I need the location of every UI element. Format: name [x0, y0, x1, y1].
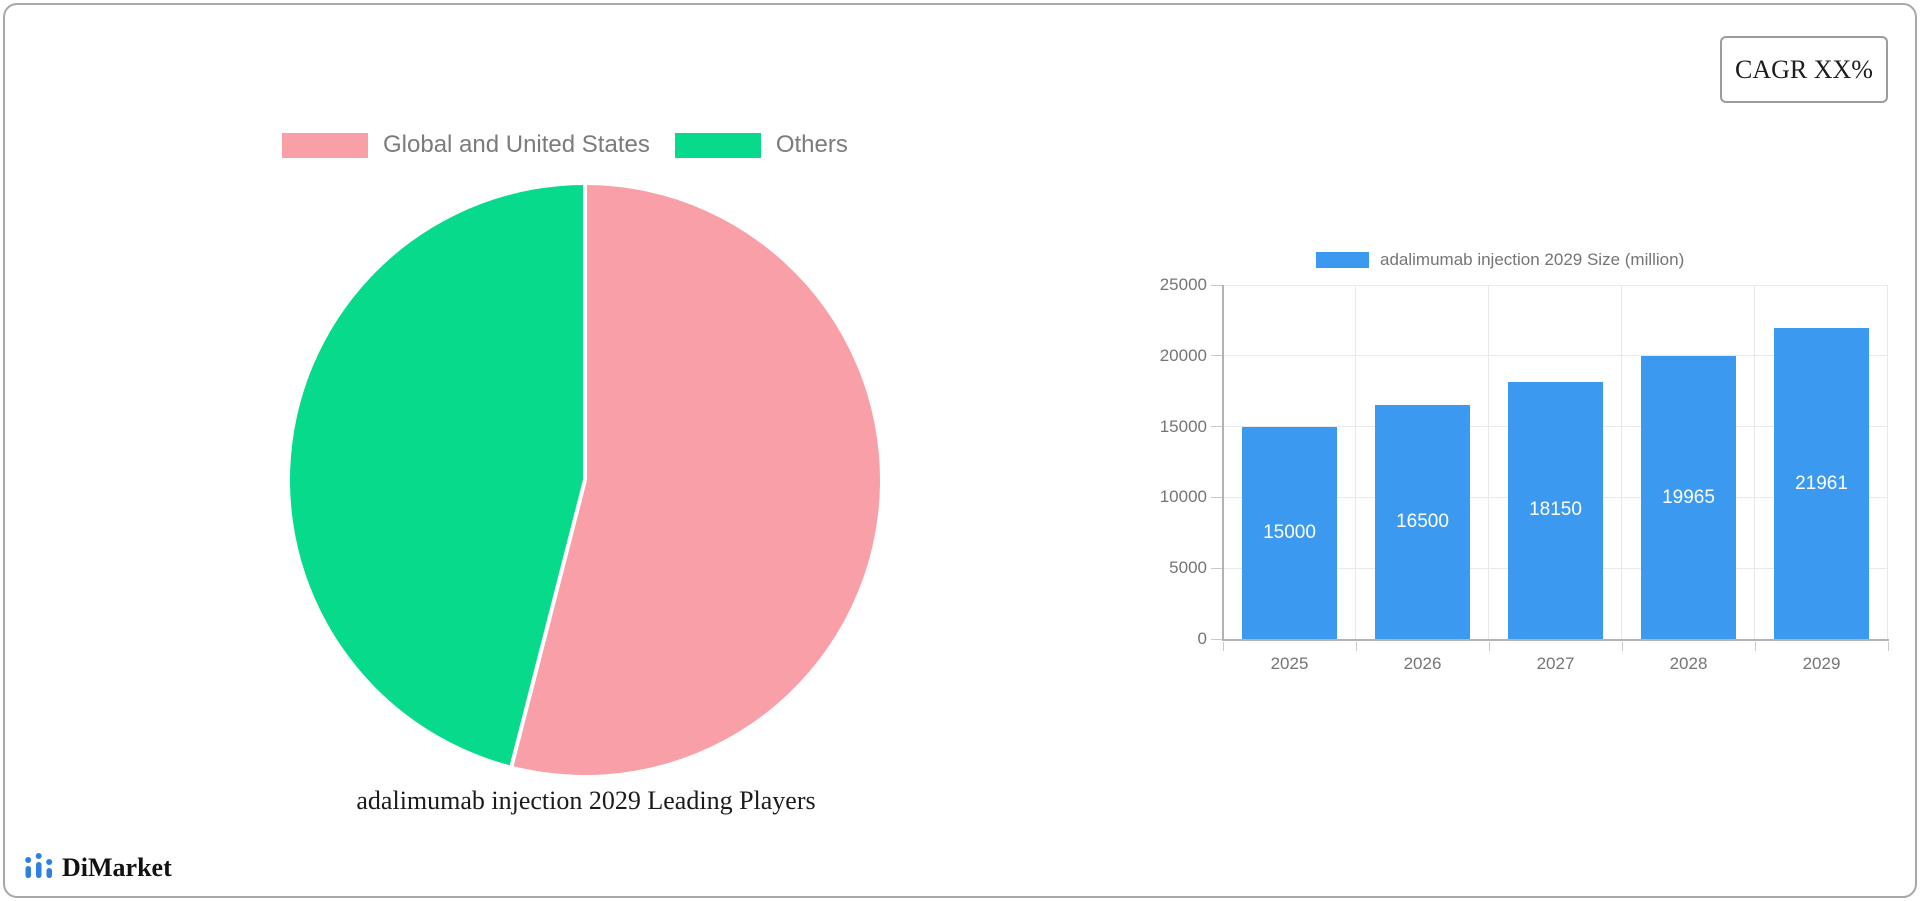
y-axis-line: [1222, 285, 1224, 641]
bar-2025: [1242, 426, 1337, 639]
pie-legend-swatch-others: [674, 132, 761, 158]
x-axis-line: [1222, 639, 1889, 641]
pie-chart-title: adalimumab injection 2029 Leading Player…: [356, 786, 816, 815]
x-tick-3: [1622, 642, 1623, 651]
bar-value-2025: 15000: [1263, 521, 1316, 543]
y-tick-label-25000: 25000: [1159, 275, 1207, 294]
pie-legend-item-others[interactable]: Others: [674, 131, 848, 159]
gridline-v-4: [1754, 285, 1755, 639]
bar-chart: 15000 16500 18150 19965 21961 0 5000 10000 1500…: [1143, 275, 1903, 705]
bar-value-2027: 18150: [1529, 499, 1582, 521]
pie-slice-0: [511, 185, 881, 775]
bar-value-2028: 19965: [1662, 486, 1715, 508]
y-tick-label-0: 0: [1197, 629, 1207, 648]
bar-value-2026: 16500: [1396, 511, 1449, 533]
pie-slice-separator-1: [509, 479, 587, 767]
x-axis-label-2026: 2026: [1403, 654, 1442, 673]
bar-value-2029: 21961: [1795, 472, 1848, 494]
x-tick-4: [1755, 642, 1756, 651]
x-tick-2: [1489, 642, 1490, 651]
gridline-25000: [1223, 284, 1888, 286]
dimarket-logo-text: DiMarket: [62, 853, 172, 882]
pie-chart: [289, 184, 881, 776]
gridline-v-1: [1355, 285, 1356, 639]
bar-2027: [1508, 381, 1603, 639]
y-tick-0: [1211, 638, 1223, 640]
pie-legend-swatch-global: [282, 132, 368, 158]
y-tick-5000: [1211, 567, 1223, 569]
pie-slice-1: [290, 185, 585, 766]
gridline-v-3: [1621, 285, 1622, 639]
cagr-box: CAGR XX%: [1720, 36, 1888, 103]
x-tick-5: [1888, 642, 1889, 651]
cagr-label: CAGR XX%: [1735, 54, 1873, 84]
x-tick-1: [1356, 642, 1357, 651]
bar-chart-plot: 15000 16500 18150 19965 21961: [1223, 284, 1888, 639]
pie-legend: Global and United States Others: [282, 131, 848, 159]
x-axis-label-2029: 2029: [1802, 654, 1841, 673]
y-tick-15000: [1211, 426, 1223, 428]
y-tick-label-20000: 20000: [1159, 345, 1207, 365]
pie-chart-svg: [290, 185, 881, 775]
y-tick-25000: [1211, 284, 1223, 286]
y-tick-20000: [1211, 355, 1223, 357]
pie-legend-label-others: Others: [775, 131, 848, 158]
pie-legend-item-global[interactable]: Global and United States: [282, 131, 650, 159]
x-axis-label-2028: 2028: [1669, 654, 1708, 673]
y-tick-10000: [1211, 496, 1223, 498]
x-axis-label-2025: 2025: [1270, 654, 1309, 673]
y-tick-label-10000: 10000: [1159, 487, 1207, 507]
bar-2028: [1641, 356, 1736, 639]
gridline-20000: [1223, 355, 1888, 357]
gridline-v-2: [1488, 285, 1489, 639]
x-axis-label-2027: 2027: [1536, 654, 1575, 673]
pie-legend-label-global: Global and United States: [383, 131, 650, 158]
dimarket-logo-icon: [25, 853, 53, 878]
bar-legend-label: adalimumab injection 2029 Size (million): [1380, 250, 1685, 269]
bar-2026: [1375, 405, 1470, 639]
y-tick-label-5000: 5000: [1169, 558, 1207, 578]
dimarket-logo: DiMarket: [24, 852, 172, 884]
x-tick-0: [1223, 642, 1224, 651]
bar-legend[interactable]: adalimumab injection 2029 Size (million): [1316, 250, 1684, 270]
gridline-v-5: [1887, 285, 1888, 639]
y-tick-label-15000: 15000: [1159, 416, 1207, 436]
bar-2029: [1774, 328, 1869, 639]
bar-legend-swatch: [1316, 252, 1369, 268]
